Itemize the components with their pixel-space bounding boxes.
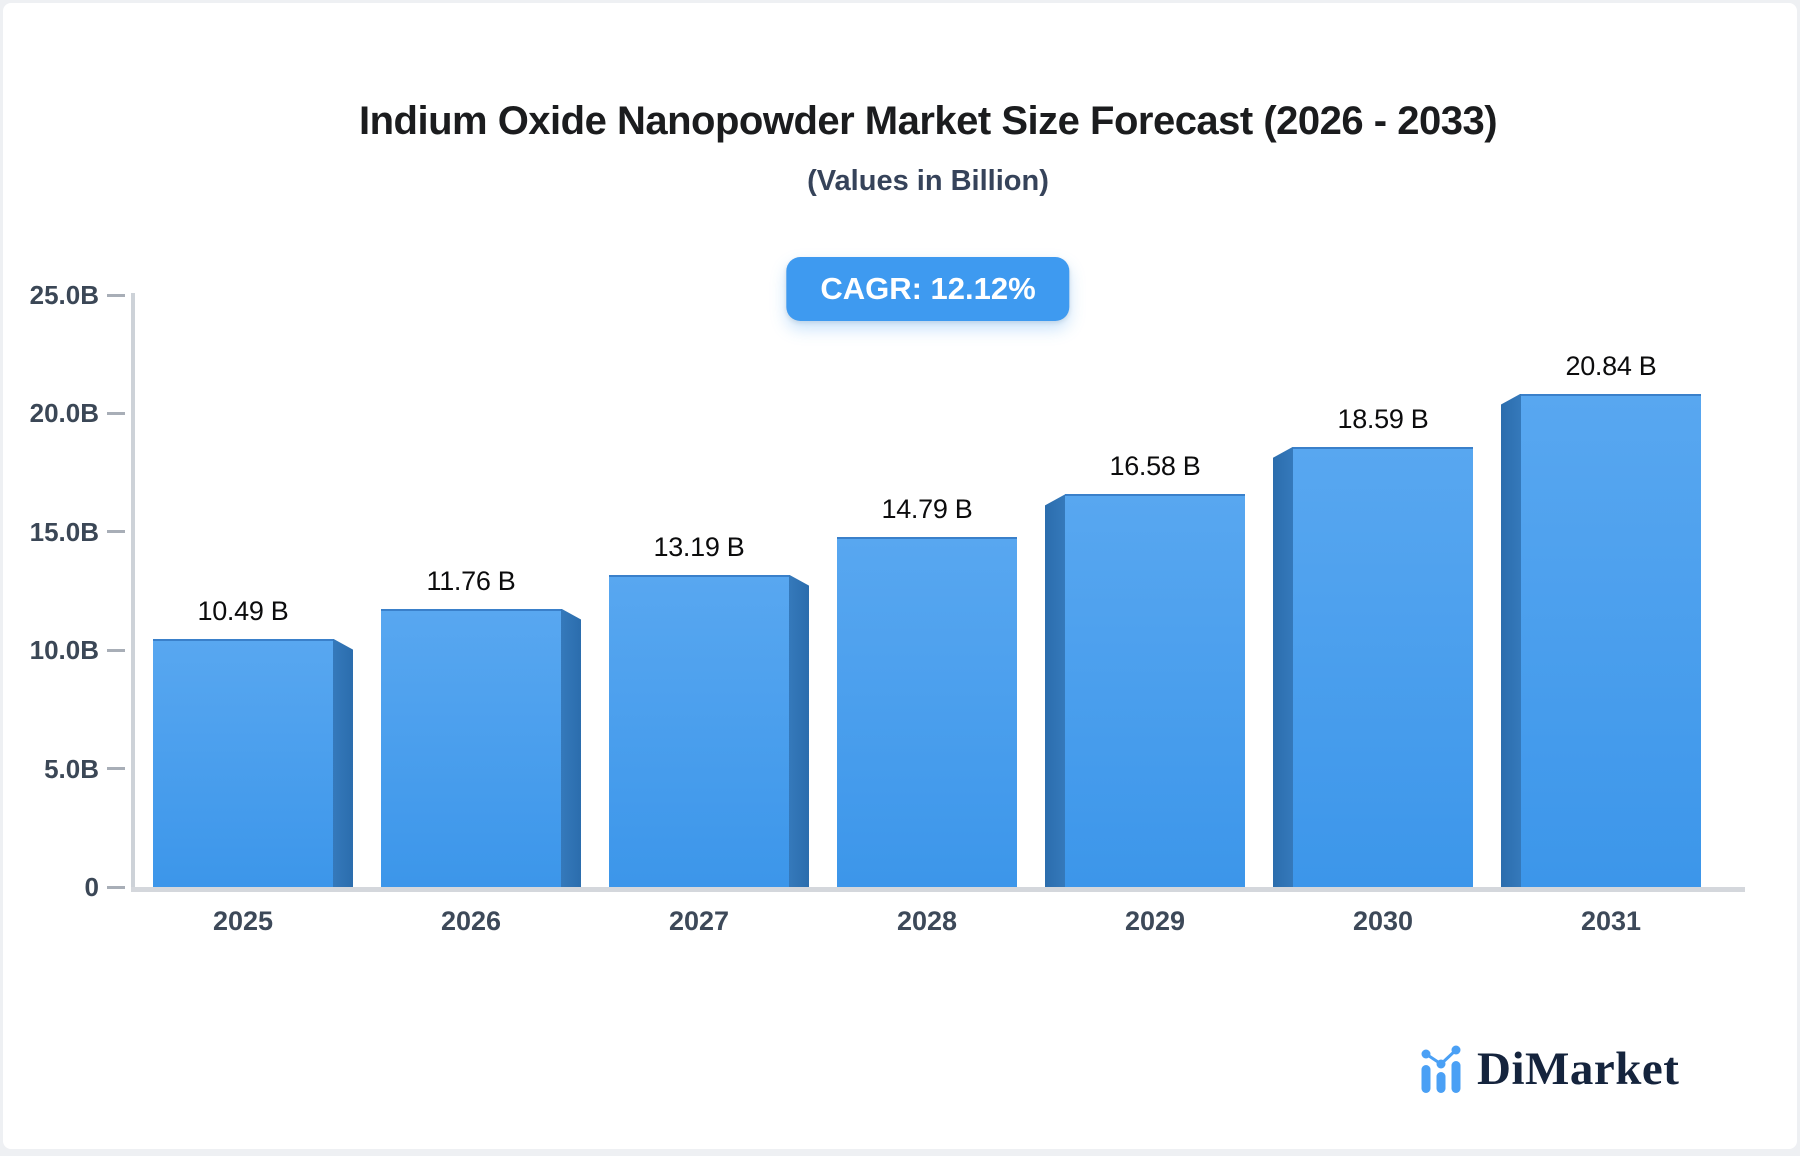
bar-side-panel <box>789 574 809 887</box>
bar-2025[interactable] <box>153 638 333 887</box>
bar-2026[interactable] <box>381 608 561 887</box>
chart-subtitle: (Values in Billion) <box>807 165 1049 197</box>
y-axis-tick-label: 0 <box>84 872 99 902</box>
bar-value-label-2026: 11.76 B <box>426 565 516 596</box>
bar-2028[interactable] <box>837 536 1017 887</box>
bar-value-label-2028: 14.79 B <box>881 493 973 524</box>
bar-2030[interactable] <box>1293 446 1473 887</box>
y-axis-line <box>131 293 135 890</box>
bar-side-panel <box>333 638 353 887</box>
mini-bar-chart-icon <box>1421 1045 1463 1093</box>
y-axis-tick-label: 15.0B <box>29 516 99 547</box>
bar-side-panel <box>1273 446 1293 887</box>
y-axis-tick <box>107 767 125 771</box>
bar-side-panel <box>561 608 581 887</box>
x-axis-label-2031: 2031 <box>1580 906 1642 936</box>
bar-value-label-2029: 16.58 B <box>1109 451 1201 482</box>
chart-title: Indium Oxide Nanopowder Market Size Fore… <box>358 99 1498 143</box>
bar-2031[interactable] <box>1521 393 1701 887</box>
y-axis-tick <box>107 293 125 297</box>
bar-2029[interactable] <box>1065 494 1245 887</box>
x-axis-label-2026: 2026 <box>440 906 502 936</box>
y-axis-tick-label: 25.0B <box>29 280 99 310</box>
bar-value-label-2030: 18.59 B <box>1337 403 1429 434</box>
bar-side-panel <box>1045 494 1065 887</box>
bar-2027[interactable] <box>609 574 789 887</box>
y-axis-tick-label: 10.0B <box>29 635 99 666</box>
y-axis-tick-label: 5.0B <box>44 753 99 784</box>
bar-value-label-2025: 10.49 B <box>197 595 289 626</box>
y-axis-tick-label: 20.0B <box>29 398 99 429</box>
x-axis-label-2028: 2028 <box>896 906 958 936</box>
x-axis-label-2025: 2025 <box>212 906 274 936</box>
x-axis-label-2027: 2027 <box>668 906 730 936</box>
x-axis-label-2029: 2029 <box>1124 906 1186 936</box>
x-axis-line <box>131 887 1745 892</box>
cagr-badge: CAGR: 12.12% <box>786 257 1070 321</box>
y-axis-tick <box>107 885 125 889</box>
y-axis-tick <box>107 648 125 652</box>
dimarket-logo[interactable]: DiMarket <box>1421 1041 1679 1097</box>
y-axis-tick <box>107 530 125 534</box>
logo-text: DiMarket <box>1477 1043 1680 1095</box>
bar-side-panel <box>1501 393 1521 887</box>
y-axis-tick <box>107 411 125 415</box>
x-axis-label-2030: 2030 <box>1352 906 1414 936</box>
bar-value-label-2027: 13.19 B <box>653 531 745 562</box>
bar-value-label-2031: 20.84 B <box>1565 350 1657 381</box>
chart-card: Indium Oxide Nanopowder Market Size Fore… <box>3 3 1797 1149</box>
